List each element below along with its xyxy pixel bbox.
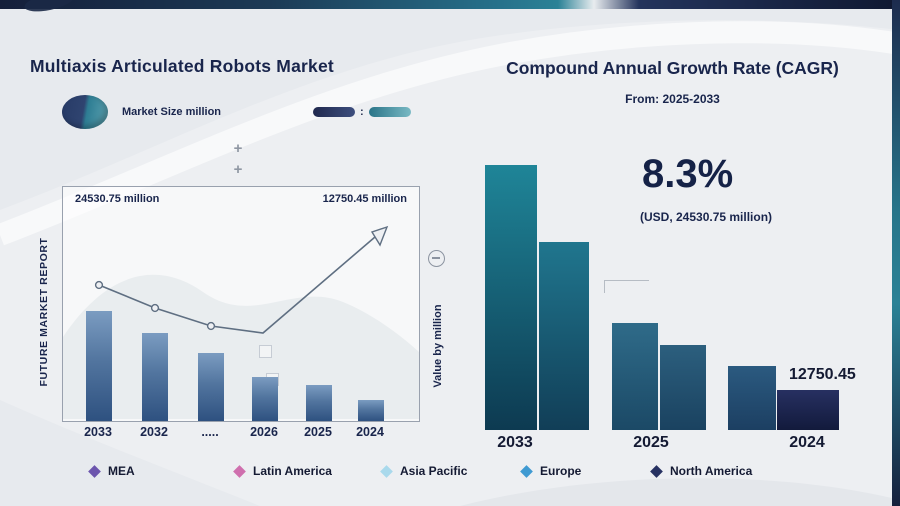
legend-label: North America xyxy=(670,464,753,478)
legend-pill-teal-icon xyxy=(368,107,411,117)
right-border-decoration xyxy=(892,0,900,506)
legend-item-europe: Europe xyxy=(520,464,582,478)
market-size-bar-3 xyxy=(252,377,278,421)
market-size-bar-1 xyxy=(142,333,168,421)
market-size-bars xyxy=(63,187,419,421)
left-x-label-4: 2025 xyxy=(304,425,332,439)
cagr-bar-2024-s1 xyxy=(728,366,776,430)
circle-minus-icon xyxy=(428,250,445,267)
plus-icon: + xyxy=(233,161,243,178)
market-size-legend: Market Size million : xyxy=(62,94,411,130)
cagr-period-label: From: 2025-2033 xyxy=(625,92,720,106)
left-chart-title: Multiaxis Articulated Robots Market xyxy=(30,56,334,76)
cagr-x-axis: 2033 2025 2024 xyxy=(455,434,885,456)
left-x-label-1: 2032 xyxy=(140,425,168,439)
future-market-report-label: FUTURE MARKET REPORT xyxy=(38,237,50,387)
end-value-label: 12750.45 million xyxy=(322,193,407,205)
cagr-percentage: 8.3% xyxy=(642,152,734,196)
right-x-label-2033: 2033 xyxy=(497,434,533,451)
market-size-label: Market Size million xyxy=(122,106,222,118)
asia-pacific-diamond-icon xyxy=(380,464,393,478)
panel-value-annotations: 24530.75 million 12750.45 million xyxy=(75,193,407,205)
plus-marks-decoration: + + xyxy=(230,138,246,180)
market-size-chart-panel: 24530.75 million 12750.45 million xyxy=(62,186,420,422)
legend-item-latin-america: Latin America xyxy=(233,464,332,478)
market-size-bar-5 xyxy=(358,400,384,421)
legend-label: Latin America xyxy=(253,464,332,478)
market-size-sphere-icon xyxy=(62,95,108,129)
legend-label: Asia Pacific xyxy=(400,464,468,478)
mea-diamond-icon xyxy=(88,464,101,478)
start-value-label: 24530.75 million xyxy=(75,193,160,205)
right-x-label-2024: 2024 xyxy=(789,434,825,451)
cagr-bar-2025-s2 xyxy=(660,345,706,430)
value-callout-2024: 12750.45 xyxy=(789,366,856,383)
cagr-bar-2024-s2 xyxy=(777,390,839,430)
legend-item-north-america: North America xyxy=(650,464,753,478)
cagr-bars xyxy=(455,165,885,430)
legend-colon: : xyxy=(360,106,364,118)
region-legend: MEA Latin America Asia Pacific Europe North … xyxy=(0,464,900,488)
legend-label: MEA xyxy=(108,464,135,478)
left-x-label-2: ..... xyxy=(201,425,219,439)
market-size-bar-0 xyxy=(86,311,112,421)
value-by-million-label: Value by million xyxy=(432,304,444,388)
trend-line-arrow xyxy=(94,225,389,334)
cagr-usd-caption: (USD, 24530.75 million) xyxy=(640,210,773,224)
right-chart-title: Compound Annual Growth Rate (CAGR) xyxy=(506,58,839,78)
cagr-bar-2025-s1 xyxy=(612,323,658,430)
legend-label: Europe xyxy=(540,464,582,478)
market-size-x-axis: 2033 2032..... 2026 2025 2024 xyxy=(62,425,418,443)
plus-icon: + xyxy=(233,140,243,157)
left-x-label-0: 2033 xyxy=(84,425,112,439)
market-size-bar-2 xyxy=(198,353,224,421)
cagr-bar-2033-s1 xyxy=(485,165,537,430)
dashed-square-decoration xyxy=(259,345,272,358)
legend-item-mea: MEA xyxy=(88,464,135,478)
legend-pill-dark-icon xyxy=(313,107,356,117)
step-line-decoration xyxy=(604,280,649,293)
legend-item-asia-pacific: Asia Pacific xyxy=(380,464,468,478)
latin-america-diamond-icon xyxy=(233,464,246,478)
north-america-diamond-icon xyxy=(650,464,663,478)
left-x-label-5: 2024 xyxy=(356,425,384,439)
left-x-label-3: 2026 xyxy=(250,425,278,439)
top-border-decoration xyxy=(0,0,900,9)
europe-diamond-icon xyxy=(520,464,533,478)
cagr-bar-2033-s2 xyxy=(539,242,589,430)
right-x-label-2025: 2025 xyxy=(633,434,669,451)
market-size-bar-4 xyxy=(306,385,332,421)
